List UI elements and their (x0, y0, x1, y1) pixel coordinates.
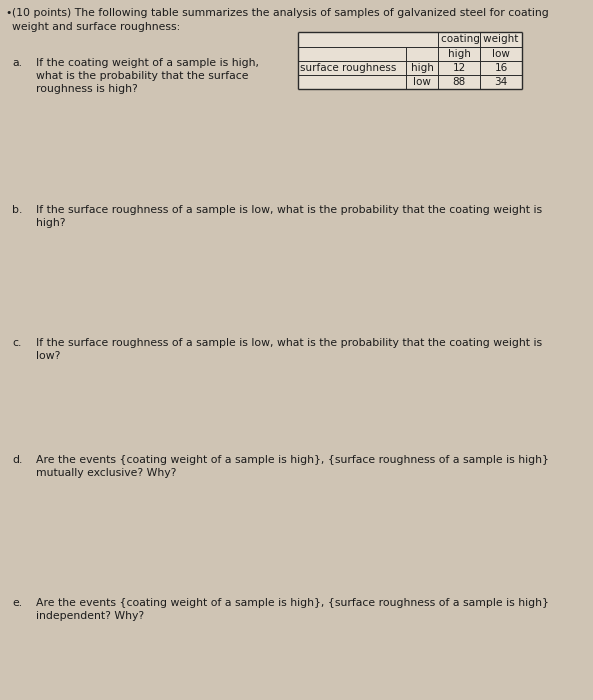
Text: low: low (413, 77, 431, 87)
Text: low?: low? (36, 351, 60, 361)
Text: If the coating weight of a sample is high,: If the coating weight of a sample is hig… (36, 58, 259, 68)
Text: low: low (492, 49, 510, 59)
Text: weight and surface roughness:: weight and surface roughness: (12, 22, 180, 32)
Text: what is the probability that the surface: what is the probability that the surface (36, 71, 248, 81)
Text: If the surface roughness of a sample is low, what is the probability that the co: If the surface roughness of a sample is … (36, 338, 542, 348)
Text: mutually exclusive? Why?: mutually exclusive? Why? (36, 468, 176, 478)
Text: b.: b. (12, 205, 23, 215)
Text: c.: c. (12, 338, 21, 348)
Text: Are the events {coating weight of a sample is high}, {surface roughness of a sam: Are the events {coating weight of a samp… (36, 455, 549, 465)
Text: •: • (5, 8, 11, 18)
Text: 88: 88 (452, 77, 466, 87)
FancyBboxPatch shape (298, 32, 522, 89)
Text: a.: a. (12, 58, 22, 68)
Text: (10 points) The following table summarizes the analysis of samples of galvanized: (10 points) The following table summariz… (12, 8, 549, 18)
Text: 12: 12 (452, 63, 466, 73)
Text: e.: e. (12, 598, 22, 608)
Text: surface roughness: surface roughness (300, 63, 396, 73)
Text: Are the events {coating weight of a sample is high}, {surface roughness of a sam: Are the events {coating weight of a samp… (36, 598, 549, 608)
Text: d.: d. (12, 455, 23, 465)
Text: 34: 34 (495, 77, 508, 87)
Text: roughness is high?: roughness is high? (36, 84, 138, 94)
Text: If the surface roughness of a sample is low, what is the probability that the co: If the surface roughness of a sample is … (36, 205, 542, 215)
Text: coating weight: coating weight (441, 34, 519, 45)
Text: 16: 16 (495, 63, 508, 73)
Text: high: high (410, 63, 433, 73)
Text: high?: high? (36, 218, 65, 228)
Text: high: high (448, 49, 470, 59)
Text: independent? Why?: independent? Why? (36, 611, 144, 621)
